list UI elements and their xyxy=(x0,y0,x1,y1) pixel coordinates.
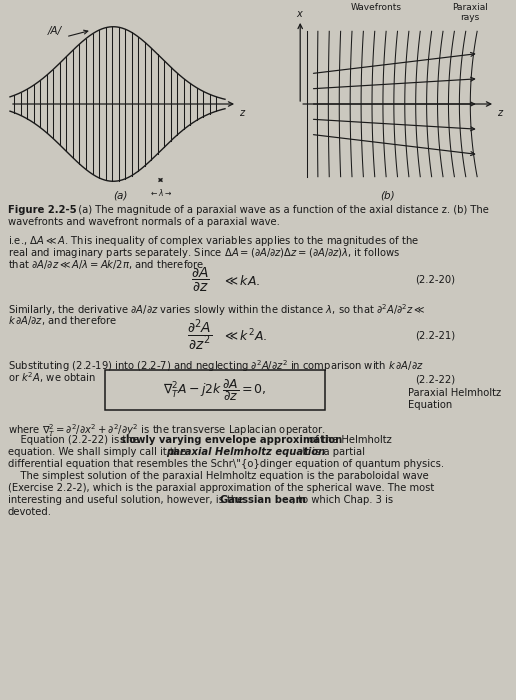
Text: of the Helmholtz: of the Helmholtz xyxy=(306,435,392,445)
Text: $\leftarrow\lambda\rightarrow$: $\leftarrow\lambda\rightarrow$ xyxy=(149,187,172,198)
Text: equation. We shall simply call it the: equation. We shall simply call it the xyxy=(8,447,189,457)
Text: (2.2-20): (2.2-20) xyxy=(415,275,455,285)
Text: Paraxial Helmholtz: Paraxial Helmholtz xyxy=(408,388,501,398)
Text: Equation (2.2-22) is the: Equation (2.2-22) is the xyxy=(8,435,142,445)
Text: Gaussian beam: Gaussian beam xyxy=(220,495,306,505)
Text: (2.2-22): (2.2-22) xyxy=(415,374,455,384)
Text: z: z xyxy=(497,108,502,118)
Text: z: z xyxy=(239,108,244,118)
Text: devoted.: devoted. xyxy=(8,507,52,517)
Text: Figure 2.2-5: Figure 2.2-5 xyxy=(8,205,76,215)
Text: $\ll k^2 A.$: $\ll k^2 A.$ xyxy=(222,328,267,344)
Text: . It is a partial: . It is a partial xyxy=(296,447,365,457)
Text: where $\nabla_T^2 = \partial^2/\partial x^2 + \partial^2/\partial y^2$ is the tr: where $\nabla_T^2 = \partial^2/\partial … xyxy=(8,422,326,439)
Text: (2.2-21): (2.2-21) xyxy=(415,330,455,340)
Text: paraxial Helmholtz equation: paraxial Helmholtz equation xyxy=(166,447,325,457)
Text: differential equation that resembles the Schr\"{o}dinger equation of quantum phy: differential equation that resembles the… xyxy=(8,459,444,469)
Text: (a): (a) xyxy=(113,191,127,201)
Text: wavefronts and wavefront normals of a paraxial wave.: wavefronts and wavefront normals of a pa… xyxy=(8,217,280,227)
Text: i.e., $\Delta A \ll A$. This inequality of complex variables applies to the magn: i.e., $\Delta A \ll A$. This inequality … xyxy=(8,234,420,248)
Text: /A/: /A/ xyxy=(48,26,62,36)
Text: (b): (b) xyxy=(381,191,395,201)
Text: The simplest solution of the paraxial Helmholtz equation is the paraboloidal wav: The simplest solution of the paraxial He… xyxy=(8,471,429,481)
Text: interesting and useful solution, however, is the: interesting and useful solution, however… xyxy=(8,495,247,505)
Text: $\dfrac{\partial A}{\partial z}$: $\dfrac{\partial A}{\partial z}$ xyxy=(191,266,209,294)
Text: $\ll kA.$: $\ll kA.$ xyxy=(222,274,261,288)
Text: $k\,\partial A/\partial z$, and therefore: $k\,\partial A/\partial z$, and therefor… xyxy=(8,314,118,327)
Text: $\nabla_T^2 A - j2k\,\dfrac{\partial A}{\partial z} = 0,$: $\nabla_T^2 A - j2k\,\dfrac{\partial A}{… xyxy=(163,377,267,403)
Text: x: x xyxy=(296,9,302,19)
Text: or $k^2 A$, we obtain: or $k^2 A$, we obtain xyxy=(8,370,96,385)
Bar xyxy=(105,370,325,410)
Text: Equation: Equation xyxy=(408,400,452,410)
Text: real and imaginary parts separately. Since $\Delta A = (\partial A/\partial z)\D: real and imaginary parts separately. Sin… xyxy=(8,246,400,260)
Text: , to which Chap. 3 is: , to which Chap. 3 is xyxy=(292,495,393,505)
Text: Similarly, the derivative $\partial A/\partial z$ varies slowly within the dista: Similarly, the derivative $\partial A/\p… xyxy=(8,302,426,318)
Text: (Exercise 2.2-2), which is the paraxial approximation of the spherical wave. The: (Exercise 2.2-2), which is the paraxial … xyxy=(8,483,434,493)
Text: Paraxial
rays: Paraxial rays xyxy=(452,3,488,22)
Text: that $\partial A/\partial z \ll A/\lambda = Ak/2\pi$, and therefore: that $\partial A/\partial z \ll A/\lambd… xyxy=(8,258,204,271)
Text: slowly varying envelope approximation: slowly varying envelope approximation xyxy=(120,435,342,445)
Text: Substituting (2.2-19) into (2.2-7) and neglecting $\partial^2 A/\partial z^2$ in: Substituting (2.2-19) into (2.2-7) and n… xyxy=(8,358,424,374)
Text: (a) The magnitude of a paraxial wave as a function of the axial distance z. (b) : (a) The magnitude of a paraxial wave as … xyxy=(72,205,489,215)
Text: Wavefronts: Wavefronts xyxy=(350,3,401,12)
Text: $\dfrac{\partial^2 A}{\partial z^2}$: $\dfrac{\partial^2 A}{\partial z^2}$ xyxy=(187,317,213,353)
